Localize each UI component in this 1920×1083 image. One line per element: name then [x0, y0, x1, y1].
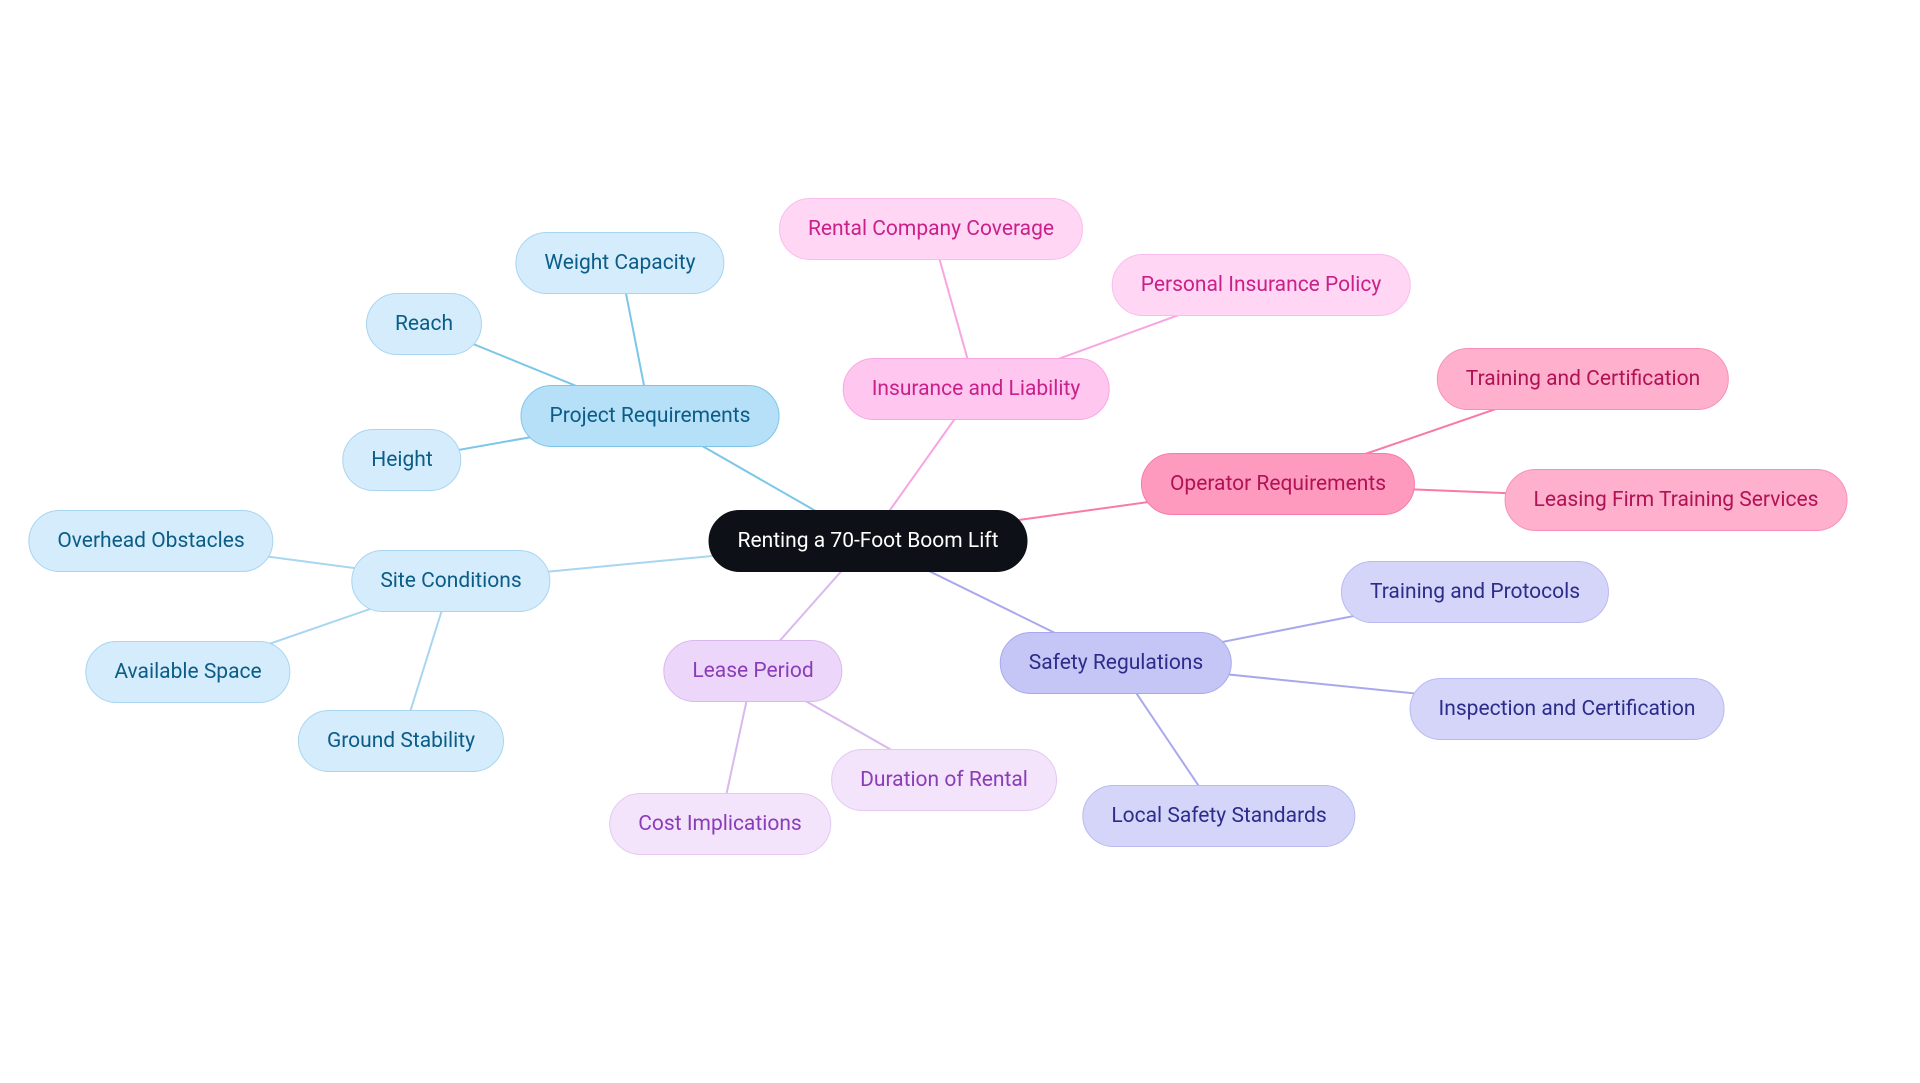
node-insp: Inspection and Certification: [1410, 678, 1725, 740]
node-label: Local Safety Standards: [1111, 804, 1326, 828]
node-tcert: Training and Certification: [1437, 348, 1729, 410]
node-site: Site Conditions: [351, 550, 550, 612]
node-over: Overhead Obstacles: [28, 510, 273, 572]
node-label: Available Space: [114, 660, 261, 684]
node-label: Cost Implications: [638, 812, 802, 836]
node-label: Ground Stability: [327, 729, 475, 753]
node-height: Height: [342, 429, 461, 491]
node-label: Reach: [395, 312, 453, 336]
node-pip: Personal Insurance Policy: [1112, 254, 1411, 316]
node-label: Training and Certification: [1466, 367, 1700, 391]
node-label: Safety Regulations: [1029, 651, 1203, 675]
node-label: Training and Protocols: [1370, 580, 1580, 604]
node-label: Project Requirements: [550, 404, 751, 428]
node-ground: Ground Stability: [298, 710, 504, 772]
node-label: Inspection and Certification: [1439, 697, 1696, 721]
node-label: Weight Capacity: [544, 251, 695, 275]
node-opr: Operator Requirements: [1141, 453, 1415, 515]
node-tprot: Training and Protocols: [1341, 561, 1609, 623]
node-lease: Lease Period: [663, 640, 842, 702]
node-safe: Safety Regulations: [1000, 632, 1232, 694]
node-lfts: Leasing Firm Training Services: [1505, 469, 1848, 531]
node-root: Renting a 70-Foot Boom Lift: [709, 510, 1028, 572]
node-wcap: Weight Capacity: [515, 232, 724, 294]
node-label: Lease Period: [692, 659, 813, 683]
node-cost: Cost Implications: [609, 793, 831, 855]
node-label: Operator Requirements: [1170, 472, 1386, 496]
node-reach: Reach: [366, 293, 482, 355]
node-label: Overhead Obstacles: [57, 529, 244, 553]
node-rcc: Rental Company Coverage: [779, 198, 1083, 260]
node-space: Available Space: [85, 641, 290, 703]
node-label: Duration of Rental: [860, 768, 1028, 792]
node-dur: Duration of Rental: [831, 749, 1057, 811]
node-label: Renting a 70-Foot Boom Lift: [738, 529, 999, 553]
node-label: Height: [371, 448, 432, 472]
node-label: Insurance and Liability: [872, 377, 1081, 401]
node-label: Rental Company Coverage: [808, 217, 1054, 241]
node-label: Leasing Firm Training Services: [1534, 488, 1819, 512]
node-local: Local Safety Standards: [1082, 785, 1355, 847]
node-ins: Insurance and Liability: [843, 358, 1110, 420]
node-proj: Project Requirements: [521, 385, 780, 447]
node-label: Personal Insurance Policy: [1141, 273, 1382, 297]
node-label: Site Conditions: [380, 569, 521, 593]
